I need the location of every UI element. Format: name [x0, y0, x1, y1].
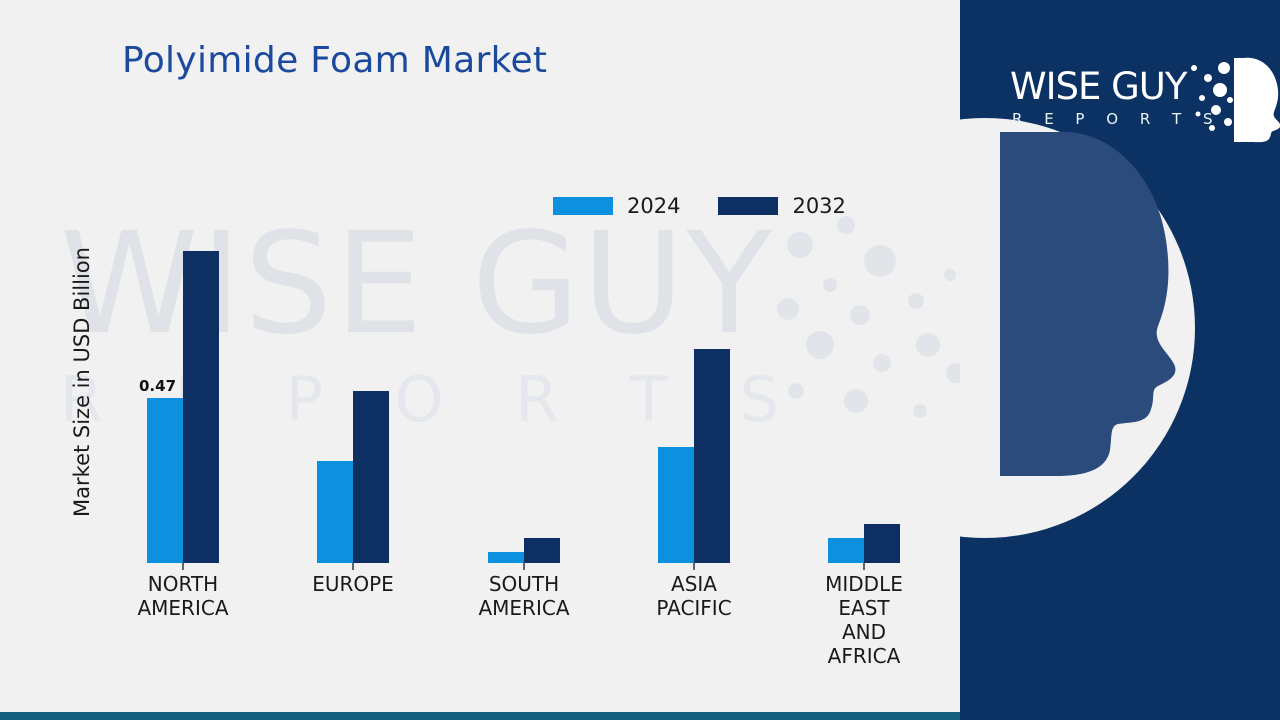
- x-axis-category-label: NORTH AMERICA: [137, 572, 229, 620]
- x-axis-tick: [693, 563, 695, 570]
- logo-head-dots-icon: [1191, 57, 1280, 143]
- head-silhouette-icon: [1000, 131, 1176, 476]
- chart-legend: 2024 2032: [553, 194, 846, 218]
- bar-2024[interactable]: [828, 538, 864, 563]
- brand-logo: WISE GUY R E P O R T S: [982, 30, 1280, 143]
- brand-bubbles-icon: [960, 118, 1195, 538]
- legend-swatch-2024: [553, 197, 613, 215]
- legend-item-2024[interactable]: 2024: [553, 194, 680, 218]
- legend-label-2032: 2032: [792, 194, 846, 218]
- chart-panel: WISE GUY R E P O R T S Polyimide Foam Ma…: [60, 40, 960, 668]
- bar-2024[interactable]: [658, 447, 694, 563]
- x-axis-tick: [863, 563, 865, 570]
- bar-2032[interactable]: [183, 251, 219, 563]
- bar-group: [488, 180, 560, 570]
- chart-title: Polyimide Foam Market: [122, 40, 548, 81]
- bar-group: [828, 180, 900, 570]
- x-axis-tick: [352, 563, 354, 570]
- bar-2024[interactable]: [317, 461, 353, 563]
- bar-2032[interactable]: [864, 524, 900, 563]
- bar-2024[interactable]: [488, 552, 524, 563]
- bar-2032[interactable]: [524, 538, 560, 563]
- plot-area: 0.47: [95, 180, 940, 570]
- legend-label-2024: 2024: [627, 194, 681, 218]
- y-axis-label: Market Size in USD Billion: [70, 247, 94, 517]
- bar-value-label: 0.47: [139, 377, 177, 395]
- legend-swatch-2032: [718, 197, 779, 215]
- x-axis-category-label: SOUTH AMERICA: [478, 572, 570, 620]
- bar-group: [658, 180, 730, 570]
- brand-logo-tagline: R E P O R T S: [1012, 110, 1221, 128]
- legend-item-2032[interactable]: 2032: [718, 194, 846, 218]
- brand-logo-name: WISE GUY: [1010, 65, 1187, 108]
- x-axis-tick: [523, 563, 525, 570]
- bar-group: [147, 180, 219, 570]
- brand-panel: WISE GUY R E P O R T S: [960, 0, 1280, 720]
- bar-group: [317, 180, 389, 570]
- x-axis-tick: [182, 563, 184, 570]
- footer-accent-bar: [0, 712, 1180, 720]
- bar-2024[interactable]: [147, 398, 183, 563]
- x-axis-category-label: ASIA PACIFIC: [656, 572, 732, 620]
- bar-2032[interactable]: [694, 349, 730, 563]
- x-axis-category-label: MIDDLE EAST AND AFRICA: [825, 572, 903, 668]
- bar-2032[interactable]: [353, 391, 389, 563]
- x-axis-category-label: EUROPE: [312, 572, 394, 596]
